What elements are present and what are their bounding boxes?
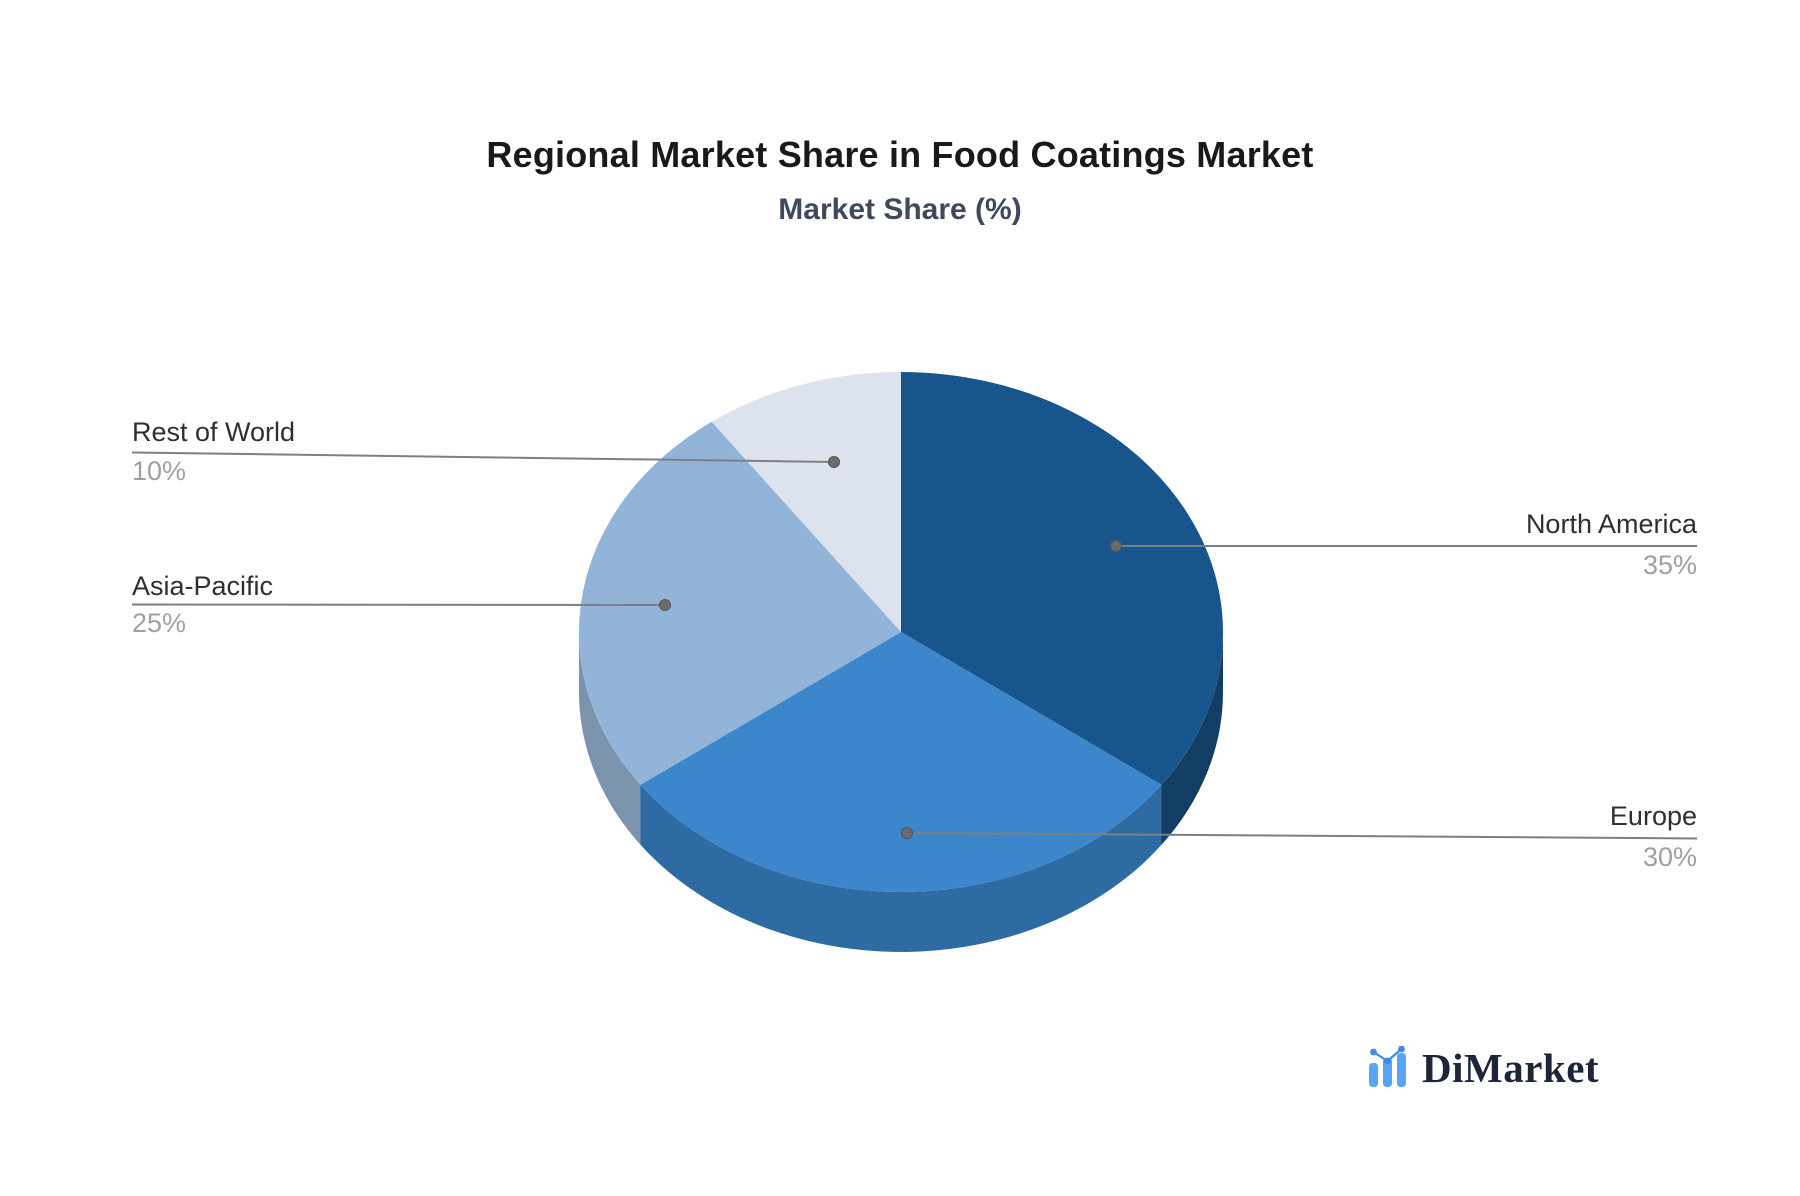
label-europe: Europe [1609, 801, 1697, 831]
pie-3d [579, 372, 1223, 952]
value-north-america: 35% [1642, 550, 1697, 580]
value-asia-pacific: 25% [132, 608, 187, 638]
leader-dot-north-america [1110, 540, 1122, 552]
label-rest-of-world: Rest of World [132, 417, 296, 447]
leader-line-europe [906, 832, 1698, 840]
leader-dot-rest-of-world [828, 456, 840, 468]
leader-dot-europe [901, 827, 913, 839]
leader-line-asia-pacific [131, 603, 666, 606]
value-europe: 30% [1642, 842, 1697, 872]
leader-dot-asia-pacific [659, 599, 671, 611]
bar-line-chart-icon [1369, 1046, 1406, 1087]
chart-title: Regional Market Share in Food Coatings M… [486, 134, 1314, 175]
chart-subtitle: Market Share (%) [778, 193, 1022, 226]
label-asia-pacific: Asia-Pacific [132, 571, 274, 601]
brand-watermark: DiMarket [1366, 1046, 1599, 1090]
pie-slice-side-north-america [1161, 632, 1223, 845]
pie-slice-asia-pacific[interactable] [579, 421, 901, 785]
pie-slice-rest-of-world[interactable] [711, 372, 901, 632]
pie-slice-side-asia-pacific [579, 632, 641, 845]
pie-slice-north-america[interactable] [901, 372, 1223, 785]
value-rest-of-world: 10% [132, 456, 187, 486]
leader-line-rest-of-world [131, 451, 835, 463]
pie-slice-side-europe [640, 784, 1162, 952]
pie-slice-europe[interactable] [640, 632, 1162, 892]
label-north-america: North America [1525, 509, 1697, 539]
brand-name: DiMarket [1422, 1045, 1600, 1091]
